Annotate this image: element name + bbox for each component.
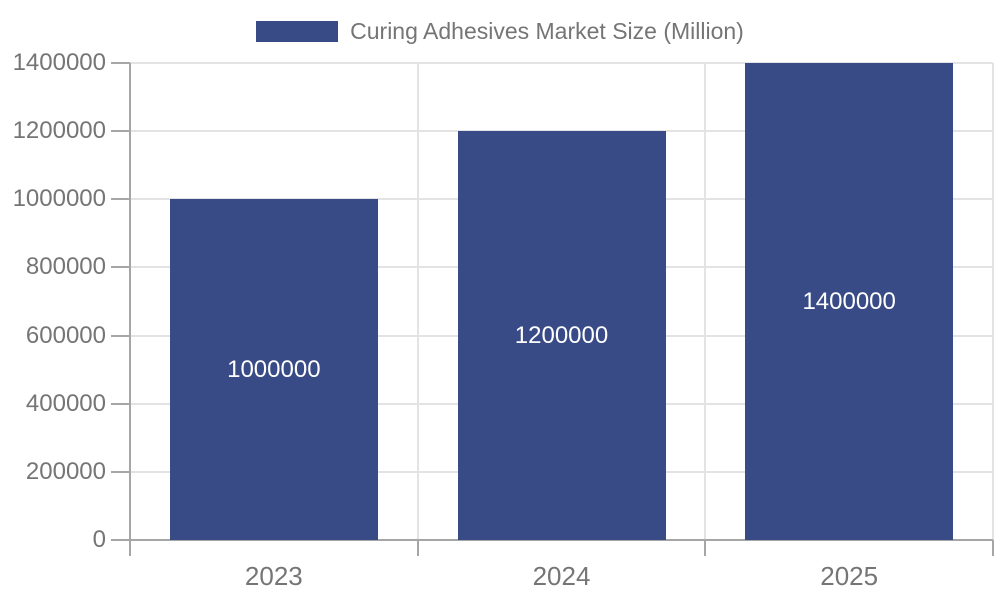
y-gridline xyxy=(130,62,993,64)
legend-label: Curing Adhesives Market Size (Million) xyxy=(350,18,744,44)
x-axis-line xyxy=(111,539,993,541)
y-tick-mark xyxy=(111,470,130,473)
x-gridline xyxy=(992,63,994,540)
x-tick-mark xyxy=(704,540,707,556)
x-axis-tick-label: 2023 xyxy=(244,561,303,591)
y-axis-tick-label: 1000000 xyxy=(12,185,106,213)
y-tick-mark xyxy=(111,266,130,269)
y-axis-tick-label: 1400000 xyxy=(12,49,106,76)
x-gridline xyxy=(416,63,419,540)
bar-value-label: 1000000 xyxy=(227,355,321,383)
y-axis-tick-label: 400000 xyxy=(25,389,106,417)
bar-2024[interactable] xyxy=(457,131,666,540)
y-tick-mark xyxy=(111,62,130,64)
y-axis-tick-label: 200000 xyxy=(25,457,106,485)
bar-value-label: 1400000 xyxy=(802,287,896,315)
y-tick-mark xyxy=(111,334,130,337)
bar-2025[interactable] xyxy=(745,63,954,540)
y-axis-line xyxy=(129,63,131,556)
y-axis-tick-label: 600000 xyxy=(25,321,106,349)
legend-swatch-icon xyxy=(256,20,339,42)
x-tick-mark xyxy=(992,540,994,556)
y-tick-mark xyxy=(111,198,130,201)
x-axis-tick-label: 2024 xyxy=(532,561,591,591)
y-tick-mark xyxy=(111,402,130,405)
x-gridline xyxy=(704,63,707,540)
x-axis-tick-label: 2025 xyxy=(820,561,879,591)
y-axis-tick-label: 800000 xyxy=(25,253,106,281)
y-axis-tick-label: 0 xyxy=(92,526,106,553)
y-tick-mark xyxy=(111,130,130,133)
bar-value-label: 1200000 xyxy=(514,321,609,349)
y-axis-tick-label: 1200000 xyxy=(12,117,106,145)
legend[interactable]: Curing Adhesives Market Size (Million) xyxy=(0,16,1000,46)
x-tick-mark xyxy=(416,540,419,556)
bar-2023[interactable] xyxy=(169,199,378,540)
